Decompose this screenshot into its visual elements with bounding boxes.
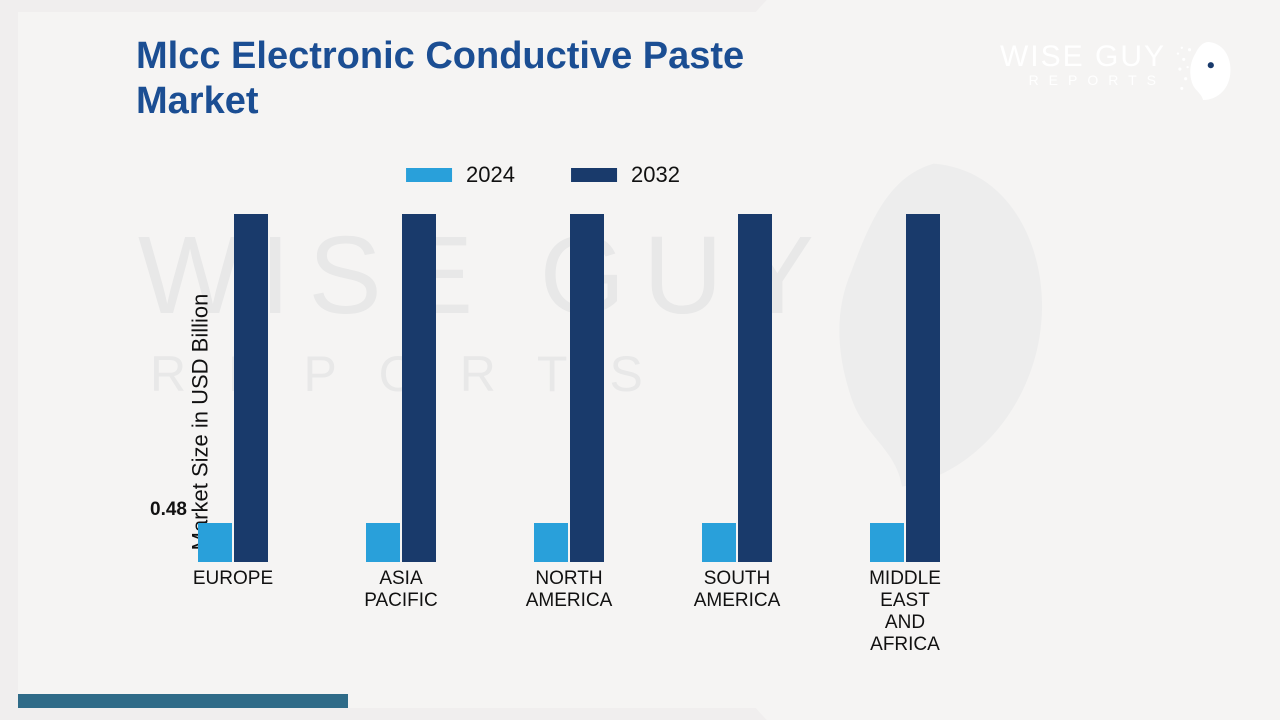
value-label: 0.48 — [150, 499, 187, 521]
brand-head-icon — [1176, 40, 1234, 102]
chart-title: Mlcc Electronic Conductive Paste Market — [136, 34, 836, 124]
bar-2032 — [234, 214, 268, 562]
category-label: SOUTH AMERICA — [694, 568, 781, 612]
category-label: NORTH AMERICA — [526, 568, 613, 612]
bar-2032 — [738, 214, 772, 562]
legend-label-2032: 2032 — [631, 162, 680, 188]
brand-name: WISE GUY — [1000, 40, 1166, 74]
category-label: MIDDLE EAST AND AFRICA — [869, 568, 941, 655]
bar-chart: Market Size in USD Billion 2024 2032 EUR… — [78, 162, 1008, 682]
chart-card: WISE GUY REPORTS Mlcc Electronic Conduct… — [18, 12, 1262, 708]
bar-2032 — [570, 214, 604, 562]
brand-logo-text: WISE GUY REPORTS — [1000, 40, 1166, 88]
bar-2024 — [534, 523, 568, 562]
legend-item-2032: 2032 — [571, 162, 680, 188]
legend-item-2024: 2024 — [406, 162, 515, 188]
bar-2032 — [402, 214, 436, 562]
plot-area: EUROPE0.48ASIA PACIFICNORTH AMERICASOUTH… — [142, 198, 1008, 562]
legend-swatch-2024 — [406, 168, 452, 182]
bar-2032 — [906, 214, 940, 562]
bar-2024 — [366, 523, 400, 562]
brand-sub: REPORTS — [1000, 72, 1166, 88]
bar-2024 — [198, 523, 232, 562]
bar-2024 — [702, 523, 736, 562]
legend-label-2024: 2024 — [466, 162, 515, 188]
bar-2024 — [870, 523, 904, 562]
category-label: EUROPE — [193, 568, 273, 590]
legend-swatch-2032 — [571, 168, 617, 182]
footer-accent-bar — [18, 694, 348, 708]
brand-logo: WISE GUY REPORTS — [1000, 40, 1234, 102]
category-label: ASIA PACIFIC — [364, 568, 438, 612]
legend: 2024 2032 — [406, 162, 680, 188]
